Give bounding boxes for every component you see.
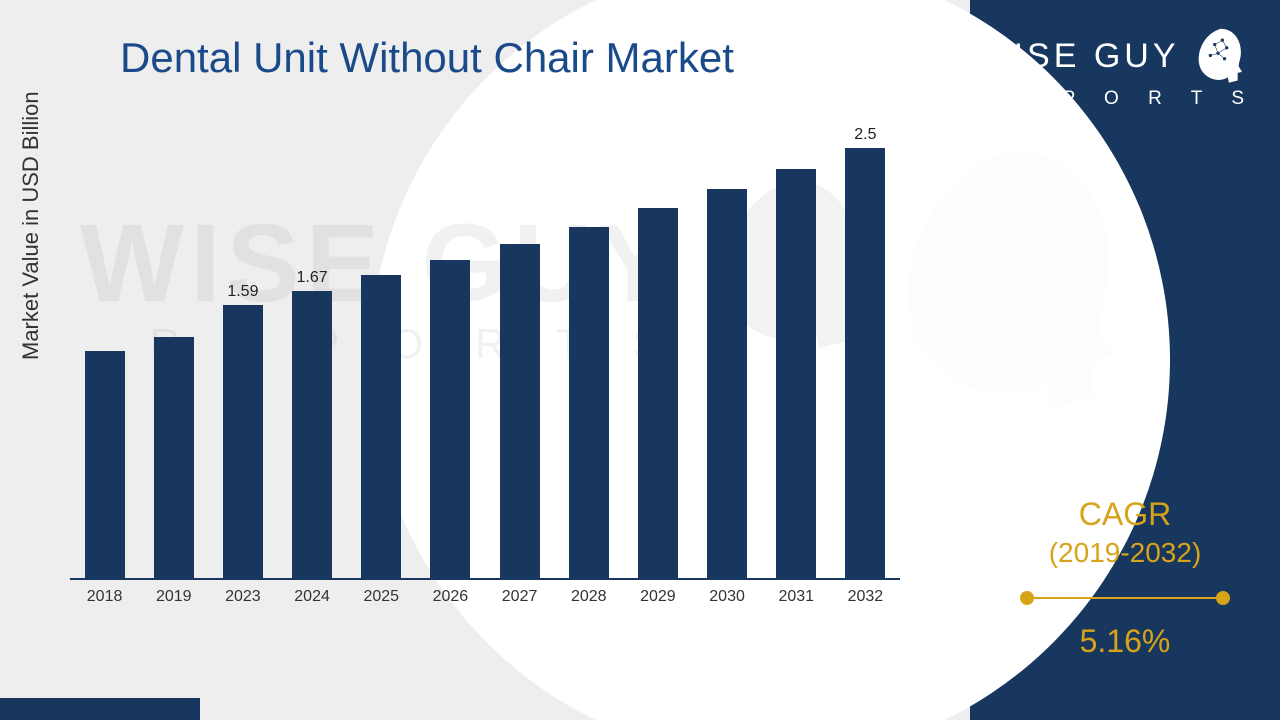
bar <box>707 189 747 578</box>
x-tick-label: 2018 <box>70 588 139 606</box>
bar-chart: 1.591.672.5 <box>70 140 900 580</box>
bar <box>154 337 194 578</box>
bar <box>361 275 401 578</box>
brand-name-line1: WISE GUY <box>978 37 1180 76</box>
x-tick-label: 2019 <box>139 588 208 606</box>
chart-title: Dental Unit Without Chair Market <box>120 34 734 82</box>
bottom-left-accent <box>0 698 200 720</box>
bar <box>85 351 125 578</box>
bar <box>776 169 816 578</box>
bar-value-label: 1.59 <box>208 283 277 301</box>
bar <box>430 260 470 578</box>
bar <box>845 148 885 578</box>
x-tick-label: 2031 <box>762 588 831 606</box>
x-tick-label: 2026 <box>416 588 485 606</box>
cagr-years: (2019-2032) <box>1000 537 1250 569</box>
bar <box>292 291 332 578</box>
background-head-icon <box>870 130 1130 430</box>
brand-head-icon <box>1190 26 1246 86</box>
brand-logo: WISE GUY R E P O R T S <box>978 26 1257 110</box>
x-tick-label: 2029 <box>623 588 692 606</box>
cagr-value: 5.16% <box>1000 623 1250 660</box>
x-tick-label: 2024 <box>278 588 347 606</box>
x-tick-label: 2028 <box>554 588 623 606</box>
x-tick-label: 2030 <box>693 588 762 606</box>
bar <box>500 244 540 578</box>
bar-value-label: 2.5 <box>831 126 900 144</box>
bar <box>223 305 263 578</box>
x-tick-label: 2032 <box>831 588 900 606</box>
brand-name-line2: R E P O R T S <box>978 88 1257 110</box>
stage: WISE GUY R E P O R T S Dental Unit Witho… <box>0 0 1280 720</box>
cagr-divider <box>1020 591 1230 605</box>
bar <box>638 208 678 578</box>
x-axis-labels: 2018201920232024202520262027202820292030… <box>70 582 900 612</box>
x-tick-label: 2027 <box>485 588 554 606</box>
x-tick-label: 2025 <box>347 588 416 606</box>
y-axis-label: Market Value in USD Billion <box>18 91 44 360</box>
bar-value-label: 1.67 <box>278 269 347 287</box>
bar <box>569 227 609 578</box>
cagr-block: CAGR (2019-2032) 5.16% <box>1000 496 1250 660</box>
cagr-title: CAGR <box>1000 496 1250 533</box>
x-tick-label: 2023 <box>208 588 277 606</box>
